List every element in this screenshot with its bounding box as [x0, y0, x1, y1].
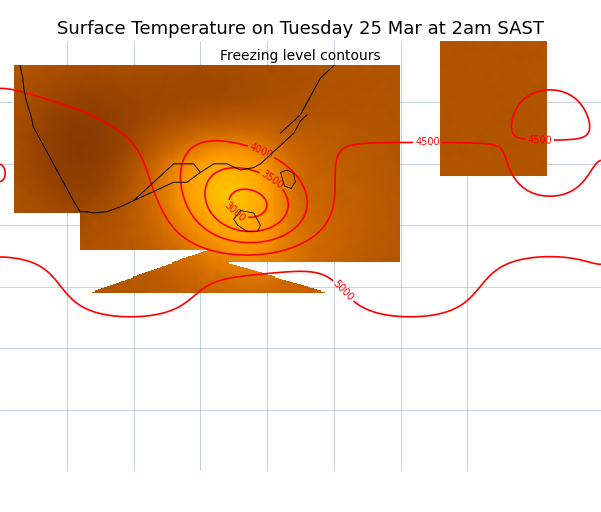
Text: 4500: 4500	[415, 137, 440, 147]
Text: 3500: 3500	[259, 168, 285, 191]
Text: 4500: 4500	[527, 135, 552, 145]
Text: 5000: 5000	[331, 279, 355, 303]
Text: 3000: 3000	[222, 201, 248, 224]
Text: Freezing level contours: Freezing level contours	[220, 49, 381, 62]
Text: 4000: 4000	[248, 142, 275, 161]
Text: Surface Temperature on Tuesday 25 Mar at 2am SAST: Surface Temperature on Tuesday 25 Mar at…	[57, 20, 544, 38]
